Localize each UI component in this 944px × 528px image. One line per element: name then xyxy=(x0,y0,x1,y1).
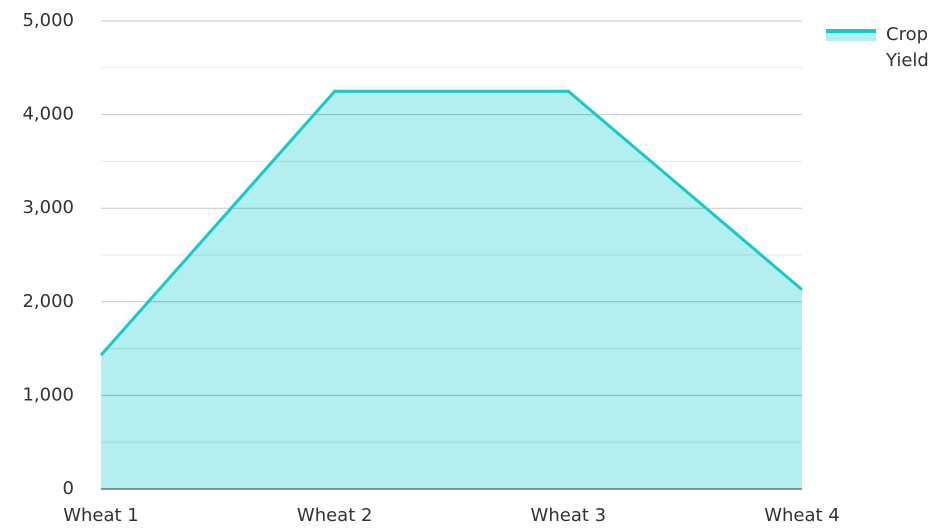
area xyxy=(101,91,802,489)
x-tick-label: Wheat 2 xyxy=(297,505,373,526)
legend-label: Crop Yield xyxy=(886,24,929,71)
y-tick-label: 2,000 xyxy=(22,291,74,312)
legend-swatch xyxy=(826,29,876,41)
line xyxy=(99,89,803,357)
y-tick-label: 0 xyxy=(63,478,74,499)
y-tick-label: 1,000 xyxy=(22,384,74,405)
y-tick-label: 4,000 xyxy=(22,104,74,125)
x-tick-label: Wheat 1 xyxy=(63,505,139,526)
x-tick-label: Wheat 4 xyxy=(764,505,840,526)
y-tick-label: 5,000 xyxy=(22,10,74,31)
y-tick-label: 3,000 xyxy=(22,197,74,218)
x-tick-label: Wheat 3 xyxy=(531,505,607,526)
legend: Crop Yield xyxy=(826,22,944,74)
